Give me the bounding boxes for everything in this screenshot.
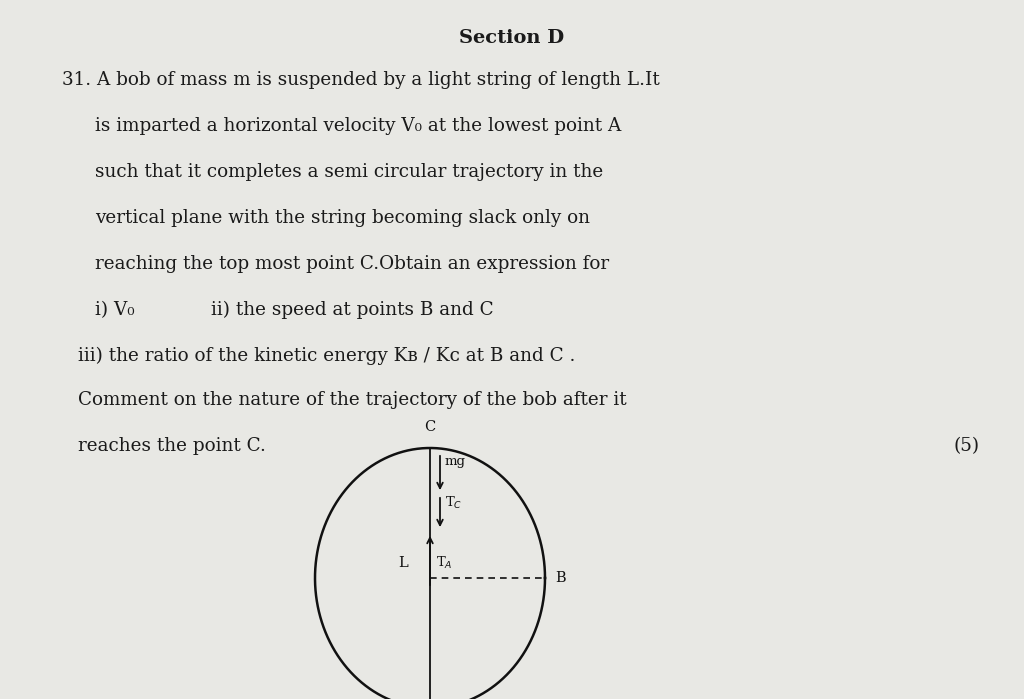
Text: B: B <box>555 571 565 585</box>
Text: T$_A$: T$_A$ <box>436 555 453 571</box>
Text: Comment on the nature of the trajectory of the bob after it: Comment on the nature of the trajectory … <box>78 391 627 409</box>
Text: such that it completes a semi circular trajectory in the: such that it completes a semi circular t… <box>95 163 603 181</box>
Text: C: C <box>424 420 435 434</box>
Text: Section D: Section D <box>460 29 564 47</box>
Text: L: L <box>398 556 408 570</box>
Text: reaches the point C.: reaches the point C. <box>78 437 266 455</box>
Text: mg: mg <box>445 454 466 468</box>
Text: vertical plane with the string becoming slack only on: vertical plane with the string becoming … <box>95 209 590 227</box>
Text: i) V₀             ii) the speed at points B and C: i) V₀ ii) the speed at points B and C <box>95 301 494 319</box>
Text: is imparted a horizontal velocity V₀ at the lowest point A: is imparted a horizontal velocity V₀ at … <box>95 117 622 135</box>
Text: 31. A bob of mass m is suspended by a light string of length L.It: 31. A bob of mass m is suspended by a li… <box>62 71 659 89</box>
Text: (5): (5) <box>954 437 980 455</box>
Text: iii) the ratio of the kinetic energy Kʙ / Kᴄ at B and C .: iii) the ratio of the kinetic energy Kʙ … <box>78 347 575 365</box>
Text: T$_C$: T$_C$ <box>445 495 463 511</box>
Text: reaching the top most point C.Obtain an expression for: reaching the top most point C.Obtain an … <box>95 255 609 273</box>
